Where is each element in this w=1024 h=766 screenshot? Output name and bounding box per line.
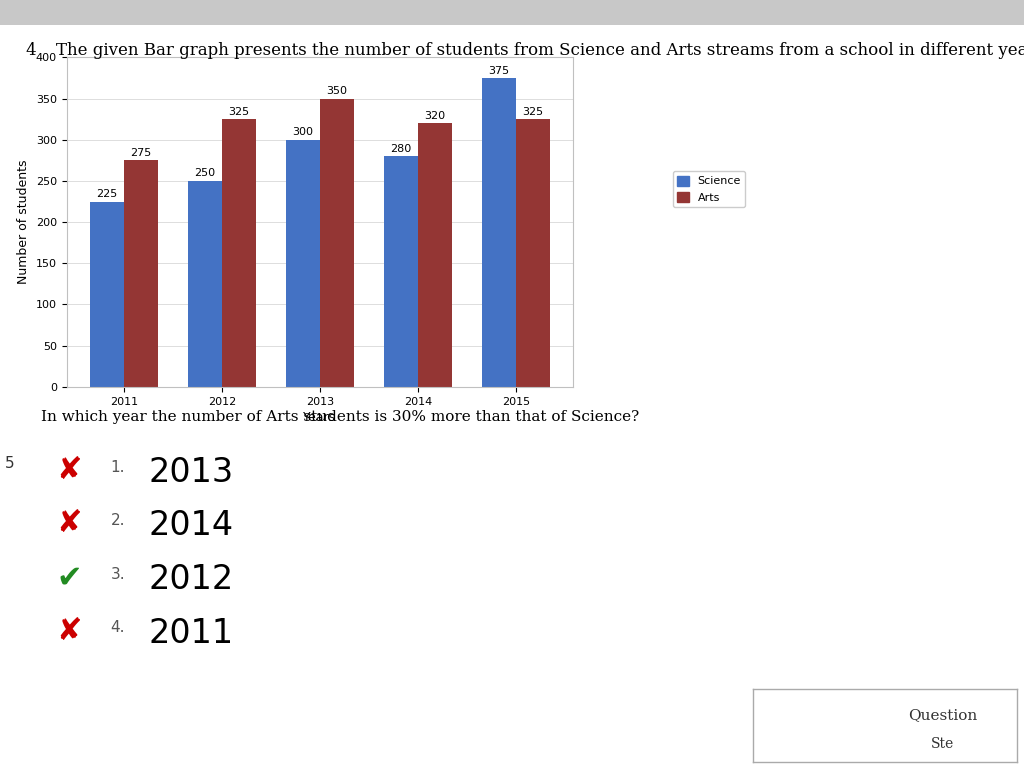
Text: 3.: 3. [111,567,125,582]
Text: 350: 350 [327,86,348,97]
Text: ✔: ✔ [56,563,82,592]
Text: ✘: ✘ [56,509,82,538]
Bar [319,99,354,387]
Text: 375: 375 [488,66,510,76]
Bar [187,181,222,387]
Text: 1.: 1. [111,460,125,475]
Text: 300: 300 [292,127,313,137]
Text: ✘: ✘ [56,456,82,485]
Text: 5: 5 [5,456,14,471]
Text: 2.: 2. [111,513,125,529]
Text: 2013: 2013 [148,456,233,489]
Text: 320: 320 [425,111,445,121]
Bar [286,139,321,387]
Y-axis label: Number of students: Number of students [17,160,30,284]
Bar [384,156,418,387]
Text: 250: 250 [195,169,215,178]
X-axis label: Years: Years [303,411,337,424]
Bar [516,119,551,387]
Text: 4: 4 [26,42,36,59]
Text: The given Bar graph presents the number of students from Science and Arts stream: The given Bar graph presents the number … [56,42,1024,59]
Text: ✘: ✘ [56,617,82,646]
Text: 4.: 4. [111,620,125,636]
Text: Question: Question [908,708,978,722]
Legend: Science, Arts: Science, Arts [673,172,745,207]
Text: Ste: Ste [931,737,954,751]
Text: 325: 325 [522,106,544,116]
Bar [90,201,124,387]
Text: 2011: 2011 [148,617,233,650]
Text: 225: 225 [96,189,118,199]
Bar [124,160,159,387]
Bar [481,78,516,387]
Text: 275: 275 [130,148,152,158]
Bar [418,123,453,387]
Text: In which year the number of Arts students is 30% more than that of Science?: In which year the number of Arts student… [41,410,639,424]
Text: 325: 325 [228,106,250,116]
Text: 2014: 2014 [148,509,233,542]
Text: 2012: 2012 [148,563,233,596]
Text: 280: 280 [390,144,412,154]
Bar [222,119,256,387]
